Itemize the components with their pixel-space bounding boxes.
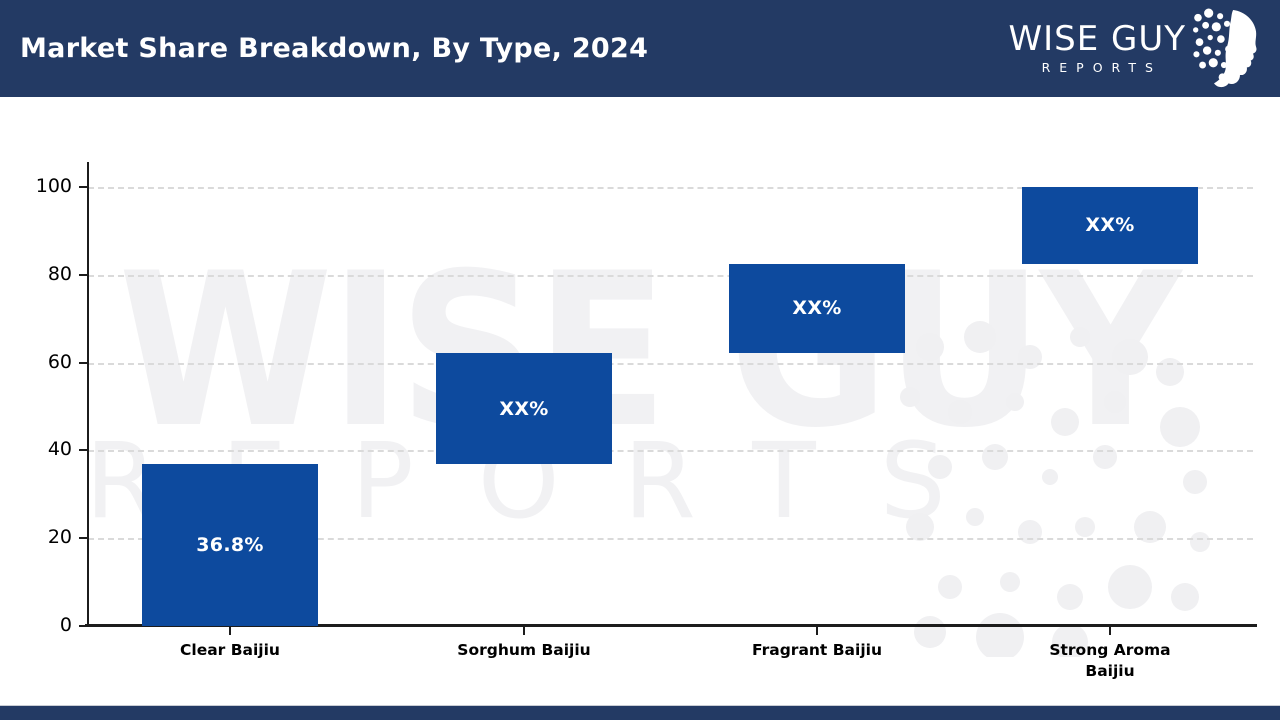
gridline xyxy=(88,362,1253,365)
bar: XX% xyxy=(1022,187,1198,264)
x-tick-mark xyxy=(816,627,818,635)
bar: XX% xyxy=(436,352,612,465)
y-tick-mark xyxy=(79,273,87,276)
watermark-text: WISE GUY xyxy=(118,227,1181,474)
bar-value-label: 36.8% xyxy=(196,534,264,557)
y-tick-label: 100 xyxy=(35,175,72,197)
x-category-label: Strong Aroma Baijiu xyxy=(1049,641,1171,680)
watermark-dotted-face xyxy=(900,321,1210,657)
bar: XX% xyxy=(729,263,905,353)
y-axis xyxy=(87,162,89,626)
y-tick-mark xyxy=(79,537,87,540)
y-tick-mark xyxy=(79,625,87,627)
y-tick-label: 80 xyxy=(47,262,72,285)
gridline xyxy=(88,274,1253,277)
y-tick-label: 40 xyxy=(47,438,72,461)
bar-value-label: XX% xyxy=(499,397,549,420)
x-tick-mark xyxy=(523,627,525,635)
x-category-label: Fragrant Baijiu xyxy=(752,641,882,659)
y-tick-mark xyxy=(79,361,87,364)
bar-value-label: XX% xyxy=(792,297,842,320)
bar: 36.8% xyxy=(142,464,318,626)
x-tick-mark xyxy=(1109,627,1111,635)
x-category-label: Clear Baijiu xyxy=(180,641,280,659)
gridline xyxy=(88,538,1253,541)
y-tick-label: 20 xyxy=(47,526,72,549)
y-tick-label: 60 xyxy=(47,350,72,373)
gridline xyxy=(88,450,1253,453)
x-axis xyxy=(85,624,1257,627)
chart-area: WISE GUY REPORTS 0 20 40 60 80 100 36.8% Clear … xyxy=(0,97,1280,706)
y-tick-mark xyxy=(79,186,87,188)
y-tick-mark xyxy=(79,449,87,452)
y-tick-label: 0 xyxy=(59,614,72,636)
brand-logo: WISE GUY REPORTS xyxy=(1008,7,1280,91)
footer-bar xyxy=(0,705,1280,720)
x-tick-mark xyxy=(229,627,231,635)
page-title: Market Share Breakdown, By Type, 2024 xyxy=(20,33,649,64)
x-category-label: Sorghum Baijiu xyxy=(457,641,591,659)
header-bar: Market Share Breakdown, By Type, 2024 WI… xyxy=(0,0,1280,97)
bar-value-label: XX% xyxy=(1085,214,1135,237)
brand-logo-subtitle: REPORTS xyxy=(1041,60,1162,75)
brand-logo-name: WISE GUY xyxy=(1008,19,1186,59)
dotted-face-icon xyxy=(1193,8,1257,87)
gridline xyxy=(88,187,1253,189)
